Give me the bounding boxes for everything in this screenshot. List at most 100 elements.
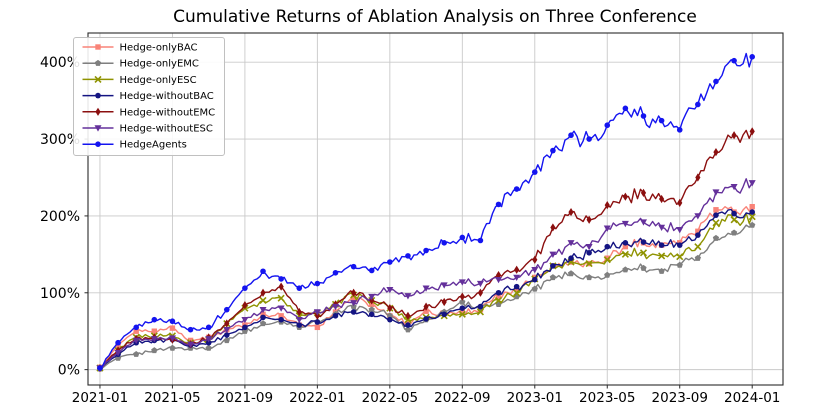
marker-circle xyxy=(495,201,502,208)
marker-circle xyxy=(676,242,683,248)
marker-circle xyxy=(205,324,212,331)
marker-x xyxy=(639,249,648,257)
marker-x xyxy=(277,294,285,302)
marker-diamond xyxy=(296,307,302,317)
marker-circle xyxy=(622,105,629,112)
marker-circle xyxy=(640,113,647,119)
marker-triangle-down xyxy=(313,309,321,316)
x-tick-label: 2024-01 xyxy=(724,390,780,406)
marker-circle xyxy=(441,240,447,246)
marker-circle xyxy=(278,276,284,282)
marker-circle xyxy=(223,306,230,313)
plot-border xyxy=(87,32,784,386)
marker-pentagon xyxy=(586,274,593,281)
marker-diamond xyxy=(260,288,266,297)
marker-triangle-down xyxy=(621,220,629,228)
marker-pentagon xyxy=(730,229,738,236)
marker-circle xyxy=(115,339,121,346)
legend-label: Hedge-withoutBAC xyxy=(120,91,214,102)
marker-pentagon xyxy=(658,267,665,274)
marker-diamond xyxy=(695,173,701,182)
marker-circle xyxy=(495,289,502,296)
marker-pentagon xyxy=(205,344,212,351)
marker-square xyxy=(713,207,719,213)
marker-triangle-down xyxy=(132,337,140,345)
marker-diamond xyxy=(514,265,520,274)
marker-x xyxy=(676,253,684,261)
marker-circle xyxy=(477,303,484,310)
marker-pentagon xyxy=(368,306,375,313)
marker-diamond xyxy=(713,148,719,157)
marker-circle xyxy=(658,242,665,248)
marker-triangle-down xyxy=(404,293,412,300)
marker-triangle-down xyxy=(712,189,720,196)
marker-square xyxy=(495,293,502,300)
marker-triangle-down xyxy=(114,350,122,357)
y-tick-label: 400% xyxy=(40,55,80,71)
marker-x xyxy=(476,308,484,316)
marker-square xyxy=(459,309,466,315)
marker-triangle-down xyxy=(241,316,249,324)
marker-diamond xyxy=(405,311,411,320)
marker-triangle-down xyxy=(295,316,303,324)
marker-triangle-down xyxy=(223,326,231,334)
marker-circle xyxy=(513,186,520,192)
marker-triangle-down xyxy=(585,243,593,251)
marker-diamond xyxy=(659,194,665,204)
marker-circle xyxy=(314,280,321,287)
marker-triangle-down xyxy=(168,335,176,342)
marker-circle xyxy=(97,365,103,371)
legend-label: HedgeAgents xyxy=(120,140,187,151)
marker-triangle-down xyxy=(331,303,339,311)
marker-circle xyxy=(531,276,538,283)
axis-ticks xyxy=(84,61,753,389)
marker-pentagon xyxy=(223,337,230,344)
marker-x xyxy=(585,260,593,268)
series-HedgeAgents xyxy=(97,52,755,371)
marker-triangle-down xyxy=(458,279,466,286)
y-tick-label: 200% xyxy=(40,209,80,225)
legend-item-Hedge-withoutBAC: Hedge-withoutBAC xyxy=(82,91,214,102)
marker-pentagon xyxy=(133,350,140,357)
marker-x xyxy=(621,250,629,258)
marker-triangle-down xyxy=(495,277,503,284)
x-tick-label: 2022-05 xyxy=(362,390,418,406)
marker-circle xyxy=(314,319,321,325)
marker-circle xyxy=(169,318,176,325)
y-tick-label: 0% xyxy=(58,363,80,379)
marker-circle xyxy=(296,322,303,328)
marker-square xyxy=(604,255,610,261)
marker-circle xyxy=(350,309,357,315)
marker-circle xyxy=(622,240,629,246)
marker-circle xyxy=(531,169,538,175)
marker-diamond xyxy=(731,131,737,140)
marker-circle xyxy=(405,322,411,328)
marker-triangle-down xyxy=(368,293,376,301)
marker-circle xyxy=(550,147,556,154)
marker-square xyxy=(695,228,701,234)
marker-square xyxy=(423,308,429,314)
marker-triangle-down xyxy=(639,219,647,226)
marker-circle xyxy=(568,255,574,261)
marker-x xyxy=(712,219,720,227)
marker-circle xyxy=(586,250,592,256)
legend-box xyxy=(73,37,225,156)
x-tick-label: 2021-01 xyxy=(72,390,128,406)
marker-triangle-down xyxy=(277,305,285,312)
plot-frame xyxy=(87,32,784,386)
marker-triangle-down xyxy=(676,227,684,234)
marker-diamond xyxy=(532,255,538,264)
marker-pentagon xyxy=(259,320,267,327)
series-markers-Hedge-onlyEMC xyxy=(96,221,756,372)
marker-diamond xyxy=(278,282,284,291)
marker-pentagon xyxy=(549,274,557,281)
legend-item-Hedge-withoutESC: Hedge-withoutESC xyxy=(82,124,213,135)
marker-circle xyxy=(387,259,393,265)
marker-diamond xyxy=(677,198,683,207)
marker-circle xyxy=(604,122,611,129)
marker-triangle-down xyxy=(603,225,611,232)
marker-circle xyxy=(260,268,266,275)
marker-triangle-down xyxy=(748,180,756,187)
x-tick-label: 2021-05 xyxy=(144,390,200,406)
